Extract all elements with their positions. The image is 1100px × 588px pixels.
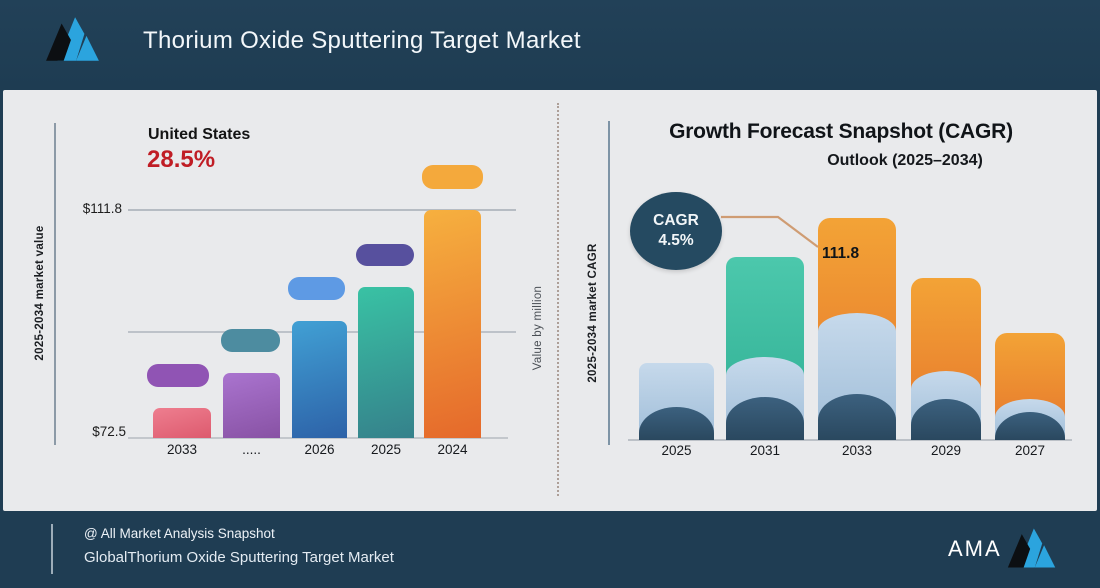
left-chart-country-label: United States xyxy=(148,126,251,143)
footer-separator-line xyxy=(51,524,53,574)
left-chart-gridline-top xyxy=(128,209,516,211)
cagr-connector-line xyxy=(721,215,819,248)
cagr-badge-label: CAGR xyxy=(653,211,699,229)
left-chart-y-axis-label: 2025-2034 market value xyxy=(34,225,46,361)
left-chart-percentage: 28.5% xyxy=(147,146,216,173)
footer-snapshot-text: @ All Market Analysis Snapshot xyxy=(84,526,275,541)
panel-divider-dotted-line xyxy=(557,103,559,496)
footer-brand-text: AMA xyxy=(948,536,1002,561)
footer-market-text: GlobalThorium Oxide Sputtering Target Ma… xyxy=(84,549,394,566)
ama-logo-icon-footer xyxy=(1007,528,1056,568)
ama-logo-icon xyxy=(46,17,99,61)
footer-band: @ All Market Analysis Snapshot GlobalTho… xyxy=(0,511,1100,588)
header-band xyxy=(0,0,1100,90)
left-chart-gridline-mid xyxy=(128,331,516,333)
cagr-badge: CAGR 4.5% xyxy=(630,192,722,270)
left-chart-y-axis-line xyxy=(54,123,56,445)
peak-value-callout: 111.8 xyxy=(822,245,860,262)
value-by-million-label: Value by million xyxy=(532,285,544,371)
left-chart-y-tick-top: $111.8 xyxy=(82,201,122,216)
left-chart-x-axis-line xyxy=(128,437,508,439)
right-chart-x-axis-line xyxy=(628,439,1072,441)
left-chart-y-tick-bottom: $72.5 xyxy=(92,424,126,439)
page-title: Thorium Oxide Sputtering Target Market xyxy=(143,27,581,54)
right-chart-y-axis-label: 2025-2034 market CAGR xyxy=(587,243,599,383)
right-chart-title: Growth Forecast Snapshot (CAGR) xyxy=(669,120,1013,143)
right-chart-y-axis-line xyxy=(608,121,610,445)
right-chart-subtitle: Outlook (2025–2034) xyxy=(827,152,983,169)
cagr-badge-value: 4.5% xyxy=(658,232,694,249)
